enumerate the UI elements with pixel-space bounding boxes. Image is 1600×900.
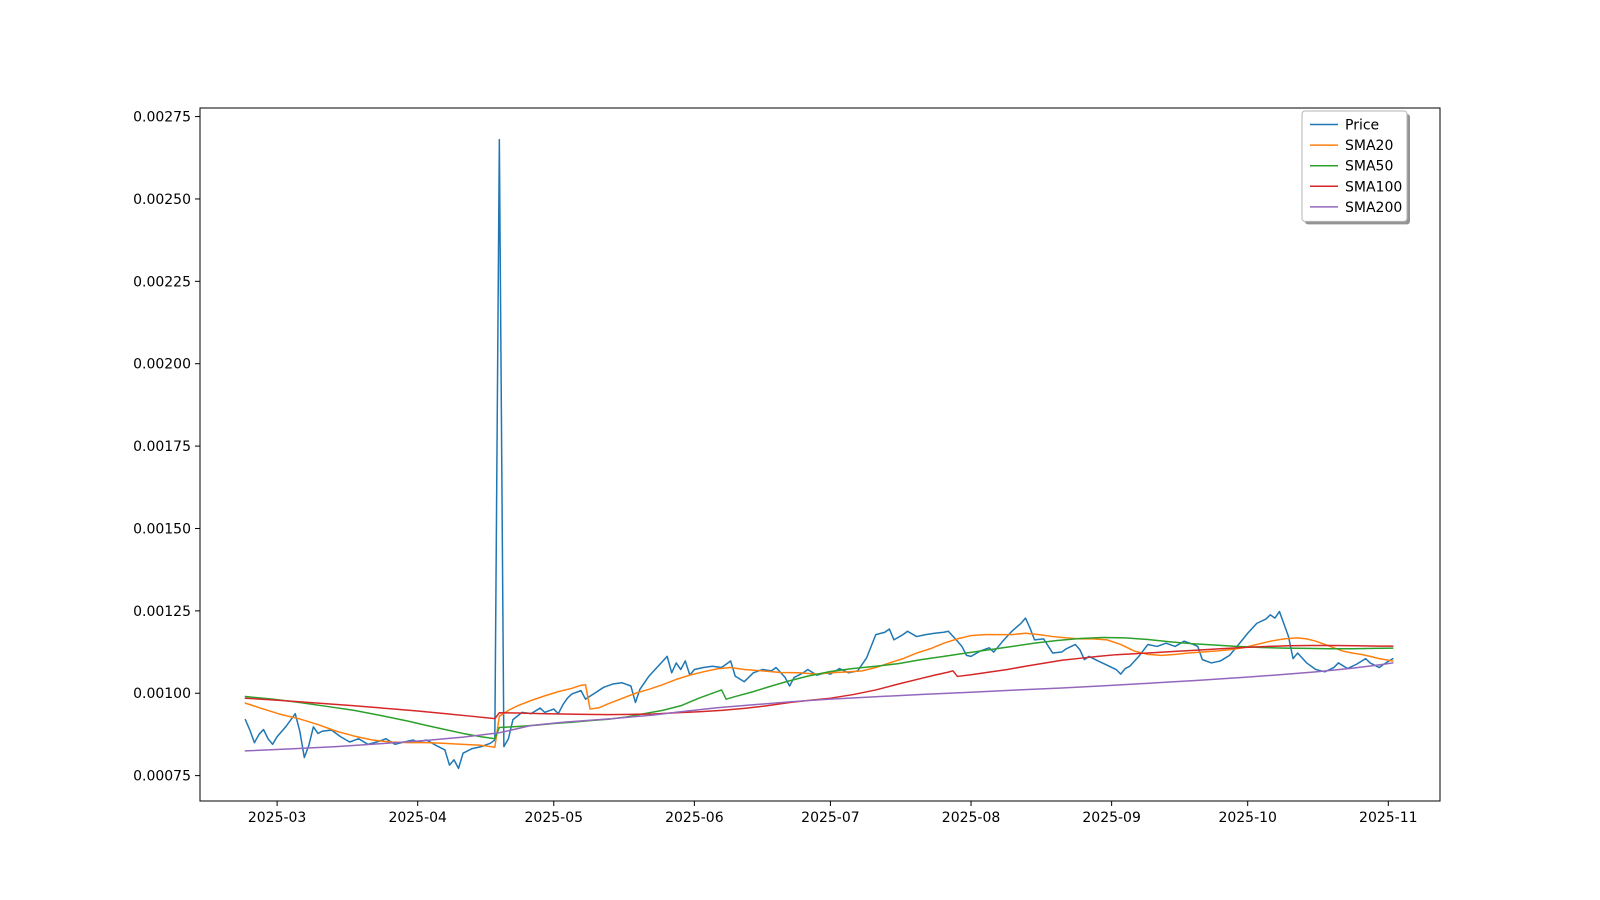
axes-frame [199,107,1441,802]
y-tick-label: 0.00200 [133,357,191,373]
x-tick-label: 2025-09 [1082,810,1141,826]
x-tick-label: 2025-05 [525,810,584,826]
legend-entry-sma20: SMA20 [1310,138,1393,154]
legend-entry-sma50: SMA50 [1310,159,1393,175]
x-tick-label: 2025-11 [1359,810,1418,826]
x-tick-label: 2025-10 [1218,810,1277,826]
y-tick-label: 0.00075 [133,769,191,785]
legend: Price SMA20 SMA50 SMA100 SMA200 [1301,110,1410,225]
legend-entry-sma100: SMA100 [1310,179,1402,195]
x-tick-label: 2025-08 [942,810,1001,826]
y-tick-label: 0.00250 [133,192,191,208]
y-tick-label: 0.00175 [133,439,191,455]
y-tick-label: 0.00100 [133,686,191,702]
y-tick-label: 0.00125 [133,604,191,620]
series-line-sma50 [244,636,1394,740]
x-tick-label: 2025-06 [665,810,724,826]
x-tick-label: 2025-07 [801,810,860,826]
legend-label: SMA50 [1345,159,1393,175]
plot-area [200,108,1440,801]
y-tick-label: 0.00275 [133,110,191,126]
legend-label: Price [1345,118,1379,134]
legend-label: SMA100 [1345,179,1402,195]
x-tick-label: 2025-03 [248,810,307,826]
legend-entry-sma200: SMA200 [1310,200,1402,216]
legend-box [1301,110,1408,222]
plot-border [199,107,1441,802]
y-tick-label: 0.00225 [133,274,191,290]
x-axis: 2025-03 2025-04 2025-05 2025-06 2025-07 2025-… [248,801,1418,826]
series-line-sma200 [244,662,1394,752]
y-tick-label: 0.00150 [133,521,191,537]
series-lines [244,138,1394,770]
legend-entry-price: Price [1310,118,1379,134]
series-line-sma100 [244,644,1394,720]
plot-background [200,108,1440,801]
legend-label: SMA20 [1345,138,1393,154]
y-axis: 0.00075 0.00100 0.00125 0.00150 0.00175 0.002… [133,110,200,785]
legend-label: SMA200 [1345,200,1402,216]
x-tick-label: 2025-04 [388,810,447,826]
